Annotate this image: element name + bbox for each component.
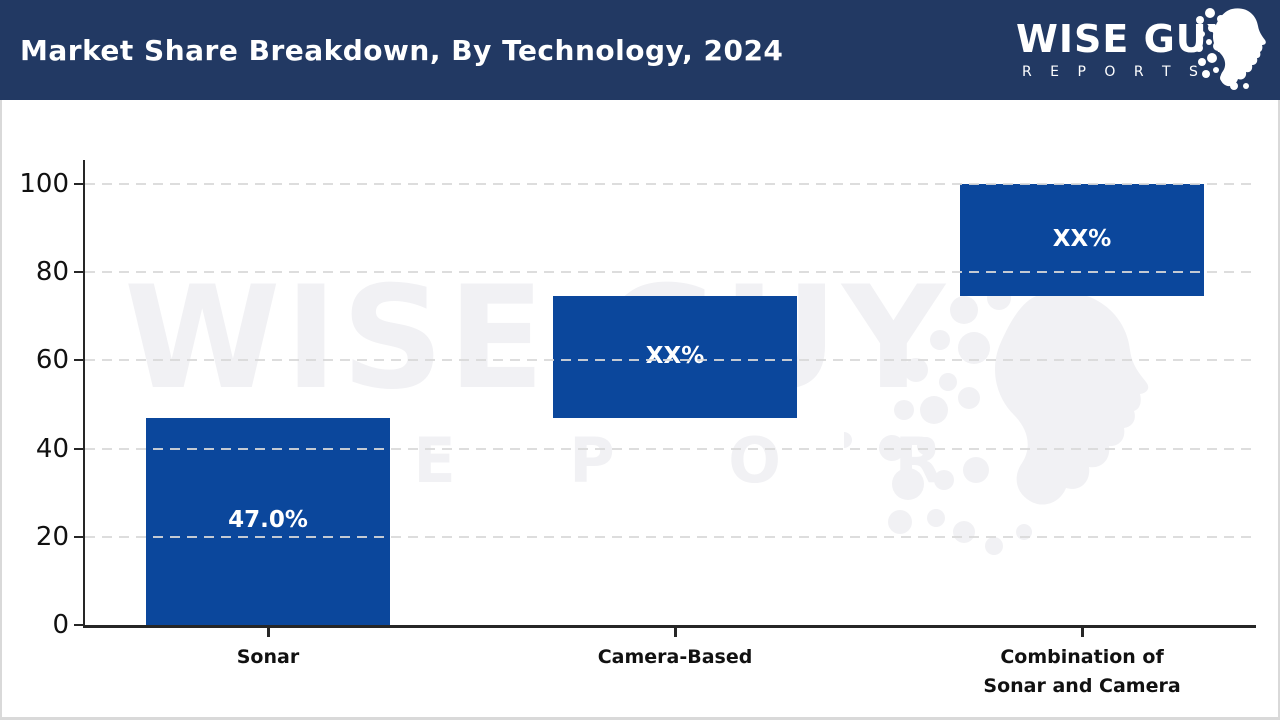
y-tick-label: 80 [35, 257, 69, 288]
x-category-label: Camera-Based [597, 646, 753, 668]
gridline [85, 183, 1256, 185]
y-tick-label: 20 [35, 521, 69, 552]
logo-head-icon [1195, 8, 1266, 90]
y-tick-mark [74, 535, 83, 538]
plot-area: 0 20 40 60 80 100 47.0% Sonar XX% Camera-Based XX%… [19, 160, 1256, 697]
y-tick-label: 60 [35, 345, 69, 376]
y-tick-label: 40 [35, 433, 69, 464]
bar-value-label: XX% [1052, 225, 1112, 252]
header-bar: Market Share Breakdown, By Technology, 2… [0, 0, 1280, 100]
bar-value-label: XX% [645, 342, 705, 369]
chart-title: Market Share Breakdown, By Technology, 2… [20, 33, 784, 67]
gridline [85, 447, 1256, 450]
x-category-label: Combination of Sonar and Camera [983, 646, 1181, 698]
bar-3: XX% [960, 184, 1205, 296]
wise-guy-reports-logo: WISE GUY R E P O R T S [1016, 8, 1266, 90]
y-tick-label: 0 [52, 610, 69, 640]
y-tick-mark [74, 359, 83, 362]
x-tick-mark [674, 628, 678, 637]
logo-subtitle: R E P O R T S [1022, 64, 1205, 80]
y-tick-mark [74, 447, 83, 450]
logo-wordmark: WISE GUY [1016, 17, 1236, 61]
gridline [85, 271, 1256, 274]
bar-2: XX% [553, 295, 798, 418]
chart-card: WISE GUY R E P O R T S 020 [0, 100, 1280, 720]
x-category-label: Sonar [236, 646, 300, 668]
bar-value-label: 47.0% [228, 507, 308, 534]
gridline [85, 359, 1256, 362]
x-tick-mark [266, 628, 270, 637]
y-tick-mark [74, 271, 83, 274]
y-tick-mark [74, 183, 83, 185]
bar-1: 47.0% [145, 417, 390, 625]
x-tick-mark [1081, 628, 1085, 637]
y-tick-label: 100 [19, 169, 69, 199]
gridline [85, 535, 1256, 538]
y-tick-mark [74, 624, 83, 626]
